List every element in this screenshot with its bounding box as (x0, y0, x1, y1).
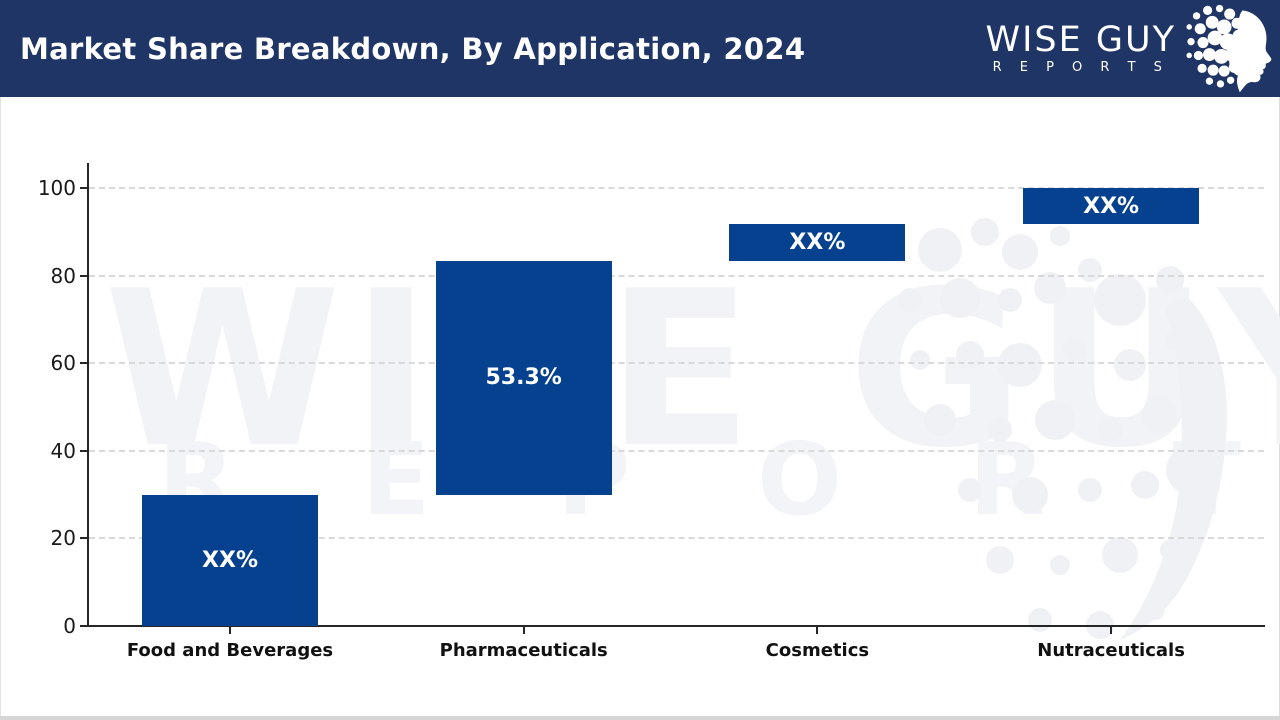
gridline-80 (89, 274, 1264, 277)
y-tick-label-20: 20 (50, 526, 76, 551)
y-tick-20 (80, 537, 88, 540)
x-tick-cosmetics (816, 627, 819, 634)
x-label-pharmaceuticals: Pharmaceuticals (439, 640, 608, 661)
x-tick-pharmaceuticals (522, 627, 525, 634)
y-tick-label-60: 60 (50, 351, 76, 376)
bar-value-label-food-and-beverages: XX% (202, 547, 258, 573)
x-tick-food-and-beverages (229, 627, 231, 634)
bar-nutraceuticals: XX% (1023, 188, 1200, 225)
x-label-cosmetics: Cosmetics (765, 640, 870, 661)
bar-cosmetics: XX% (729, 224, 906, 262)
y-axis-line (87, 163, 89, 627)
bar-pharmaceuticals: 53.3% (435, 261, 612, 495)
y-tick-label-80: 80 (50, 263, 76, 288)
x-tick-nutraceuticals (1110, 627, 1113, 634)
watermark-wise-guy: WISE GUY (104, 244, 1280, 495)
header-bar: Market Share Breakdown, By Application, … (0, 0, 1280, 97)
page-title: Market Share Breakdown, By Application, … (20, 31, 806, 66)
logo-text: WISE GUY R E P O R T S (985, 22, 1176, 75)
logo-subtitle: R E P O R T S (992, 59, 1169, 75)
logo-wordmark: WISE GUY (985, 20, 1176, 61)
page-border-bottom (0, 716, 1280, 720)
logo-face-icon (1186, 4, 1272, 92)
y-tick-100 (80, 187, 88, 189)
y-tick-60 (80, 362, 88, 365)
y-tick-40 (80, 449, 88, 452)
y-tick-label-0: 0 (63, 614, 76, 638)
bar-value-label-cosmetics: XX% (789, 230, 846, 256)
bar-value-label-pharmaceuticals: 53.3% (485, 365, 562, 391)
gridline-100 (89, 187, 1264, 189)
x-label-nutraceuticals: Nutraceuticals (1037, 640, 1185, 661)
y-tick-0 (80, 625, 88, 627)
bar-value-label-nutraceuticals: XX% (1083, 193, 1140, 219)
y-tick-label-40: 40 (50, 438, 76, 463)
page-border-left (0, 97, 1, 720)
x-axis-line (87, 625, 1265, 627)
y-tick-80 (80, 274, 88, 277)
gridline-40 (89, 449, 1264, 452)
y-tick-label-100: 100 (37, 176, 76, 200)
x-label-food-and-beverages: Food and Beverages (126, 640, 334, 661)
bar-food-and-beverages: XX% (142, 494, 318, 626)
gridline-20 (89, 537, 1264, 540)
gridline-60 (89, 362, 1264, 365)
wise-guy-reports-logo: WISE GUY R E P O R T S (985, 0, 1272, 97)
watermark-face-dots (898, 218, 1227, 640)
